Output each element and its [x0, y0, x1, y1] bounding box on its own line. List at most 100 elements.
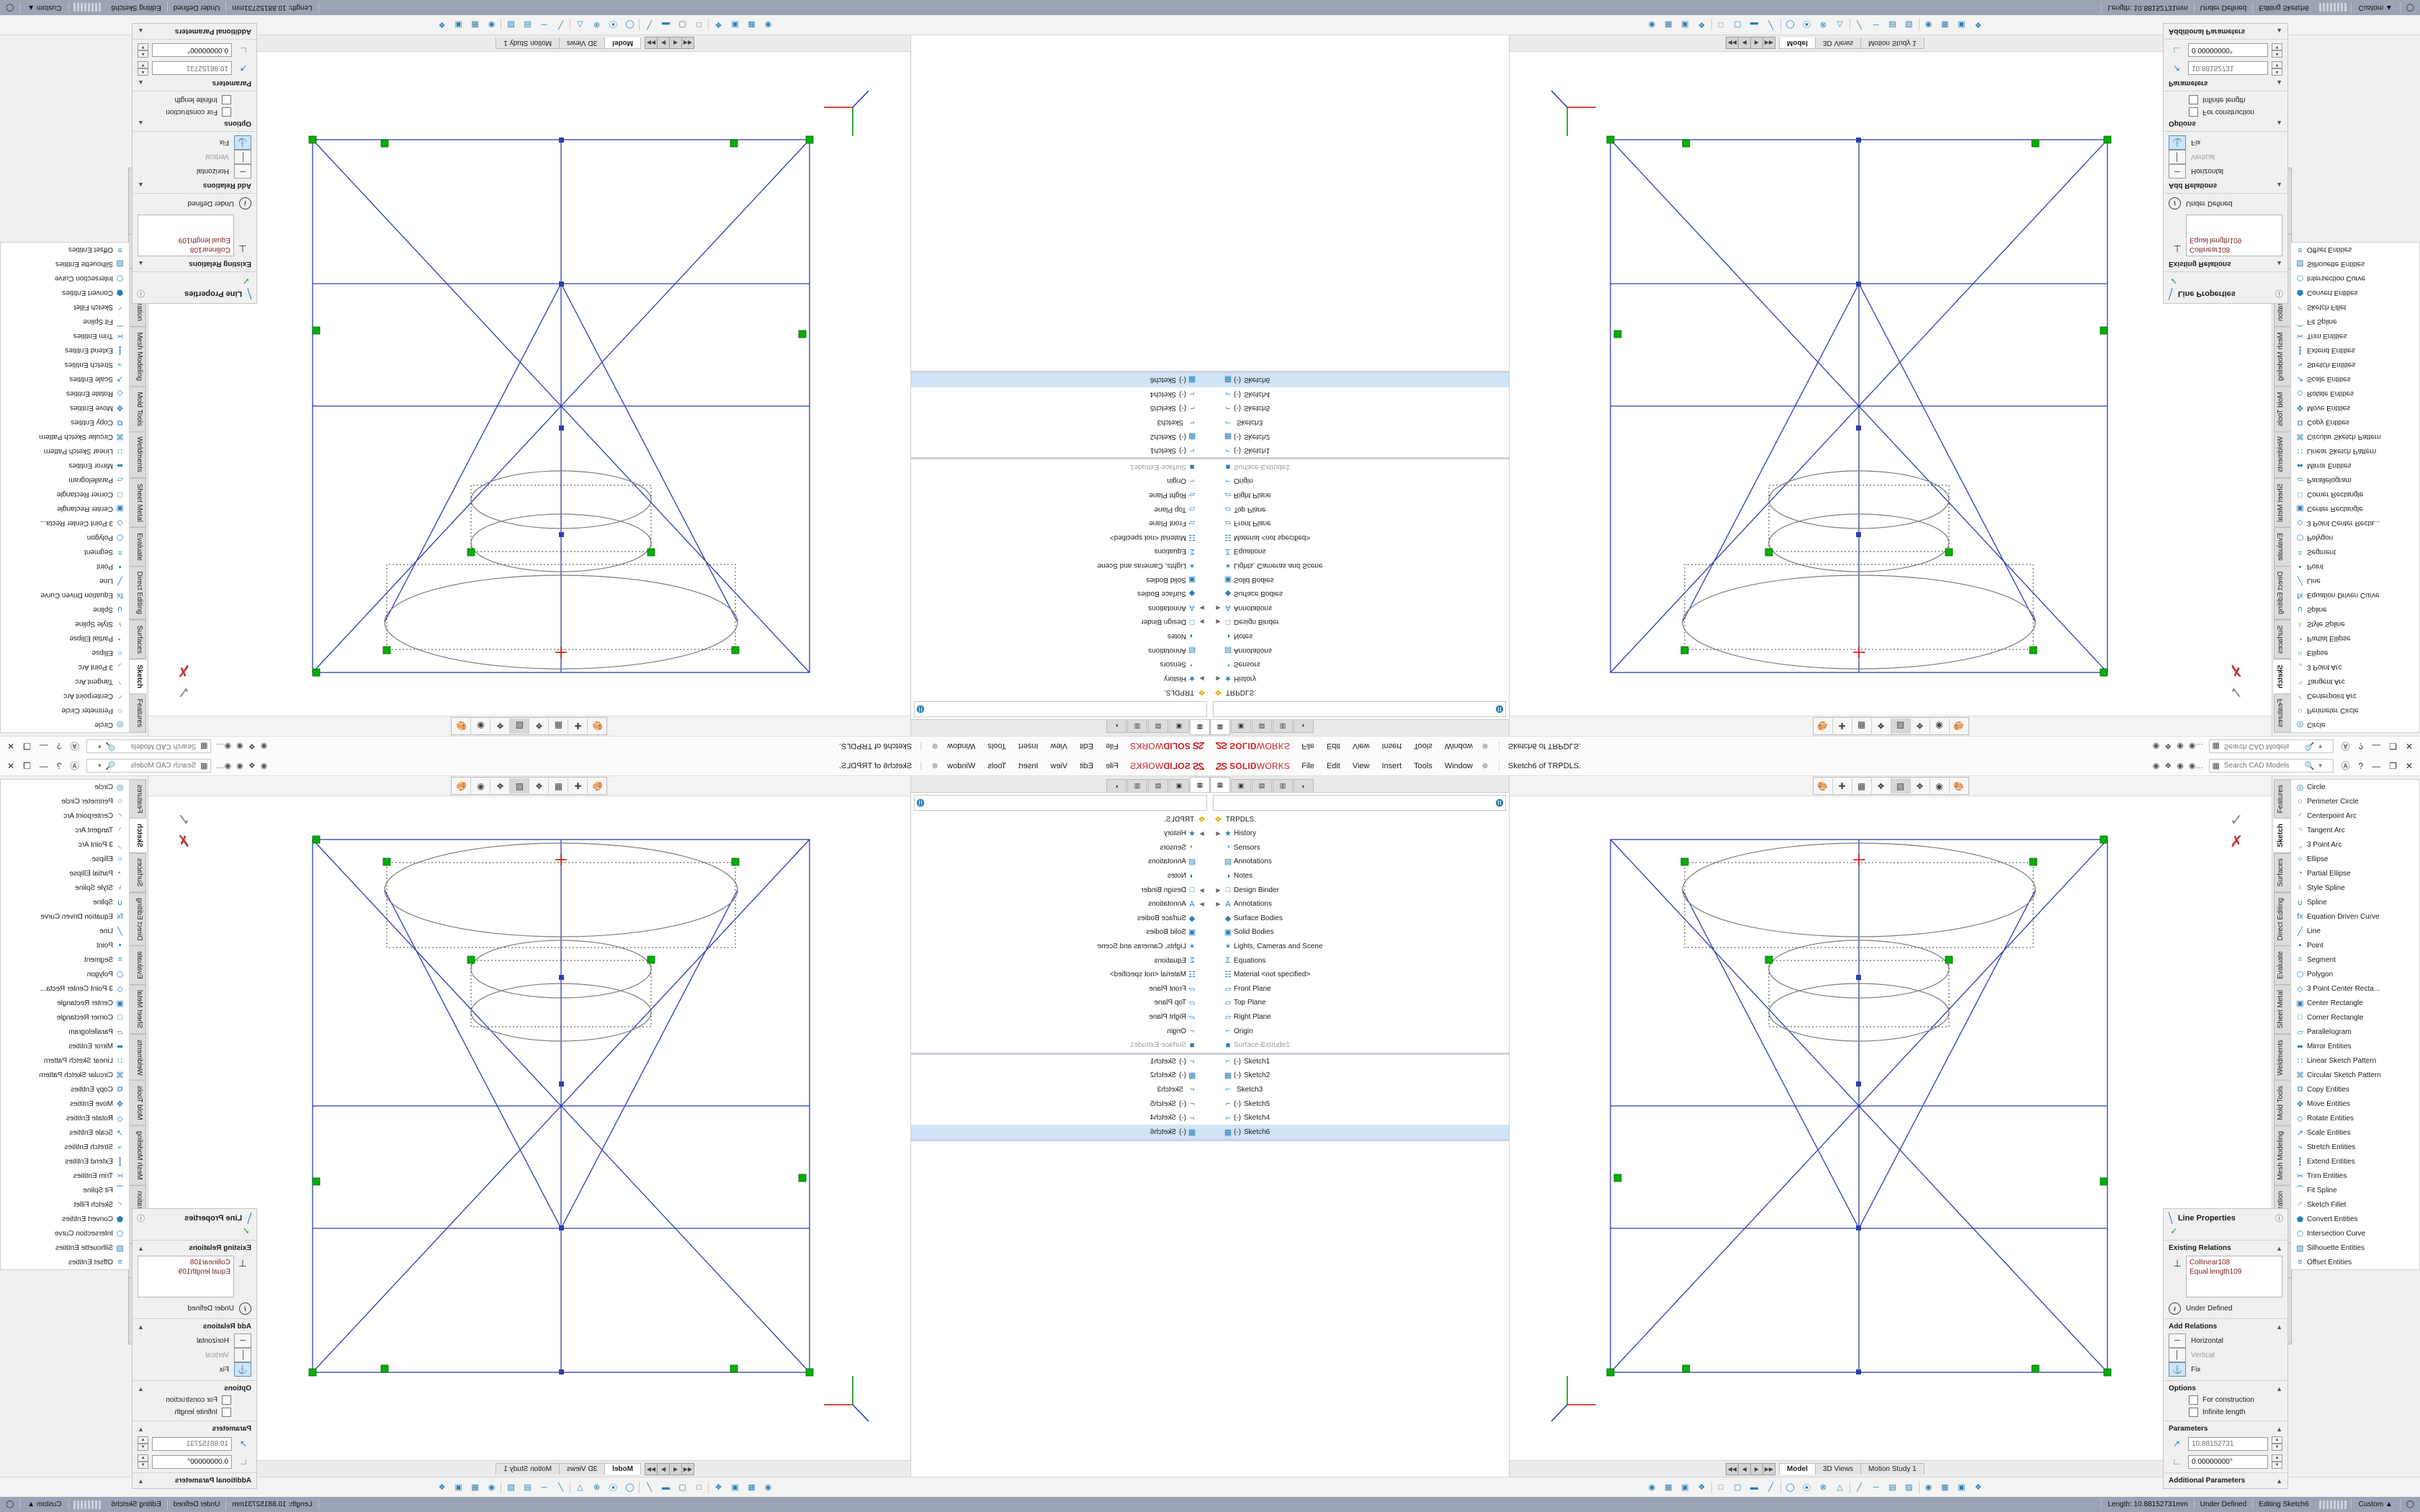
- sketch-tool-line[interactable]: ╱ Line: [1, 924, 129, 938]
- sketch-tool-icon-13[interactable]: ╱: [558, 1483, 563, 1492]
- tree-item[interactable]: ▶ ★ History: [911, 671, 1210, 685]
- sketch-tool-linear-sketch-pattern[interactable]: ∷ Linear Sketch Pattern: [2291, 444, 2419, 459]
- command-tab-sketch[interactable]: Sketch: [128, 818, 146, 854]
- sketch-tool-icon-4[interactable]: ❖: [1698, 20, 1706, 29]
- display-style-icon[interactable]: ▦: [548, 719, 568, 734]
- sketch-tool-centerpoint-arc[interactable]: ◜ Centerpoint Arc: [2291, 689, 2419, 703]
- command-tab-direct-editing[interactable]: Direct Editing: [2274, 565, 2292, 621]
- sketch-entities-flyout[interactable]: ◎ Circle ○ Perimeter Circle ◜ Centerpoint Arc…: [0, 242, 130, 733]
- tab-model[interactable]: Model: [604, 1463, 641, 1475]
- sketch-tool-icon-6[interactable]: ▢: [678, 1483, 686, 1492]
- tree-item-sketch[interactable]: ⌐ Sketch3: [1210, 415, 1509, 430]
- appearances-icon[interactable]: 🎨: [587, 719, 607, 734]
- sketch-tool-circular-sketch-pattern[interactable]: ⌘ Circular Sketch Pattern: [2291, 1068, 2419, 1082]
- sketch-tool-icon-2[interactable]: ▦: [748, 1483, 756, 1492]
- stepper-up-icon[interactable]: ▲: [2272, 1436, 2282, 1444]
- tree-item[interactable]: ⌐ Origin: [1210, 474, 1509, 488]
- sketch-tool-circular-sketch-pattern[interactable]: ⌘ Circular Sketch Pattern: [1, 430, 129, 444]
- sketch-tool-icon-17[interactable]: ◉: [488, 1483, 496, 1492]
- parameters-heading[interactable]: Parameters ▲: [138, 1425, 251, 1433]
- parameter-length-row[interactable]: ↗ 10.88152731 ▲ ▼: [138, 61, 251, 76]
- check-icon[interactable]: ✓: [242, 1225, 250, 1236]
- command-tab-direct-editing[interactable]: Direct Editing: [2274, 891, 2292, 947]
- tree-filter-input[interactable]: [926, 704, 1206, 714]
- quick-access-toolbar[interactable]: ◉ ❖ ◉ ◉…: [217, 761, 268, 770]
- length-stepper[interactable]: ▲ ▼: [138, 1436, 148, 1451]
- command-tab-mesh-modeling[interactable]: Mesh Modeling: [2274, 1125, 2292, 1186]
- sketch-tool-convert-entities[interactable]: ⬟ Convert Entities: [1, 286, 129, 300]
- dimxpert-tab[interactable]: ▥: [1273, 720, 1293, 733]
- menu-bar[interactable]: File Edit View Insert Tools Window: [946, 760, 1120, 772]
- filter-funnel-icon[interactable]: ⓫: [916, 704, 925, 713]
- sketch-tool-silhouette-entities[interactable]: ▧ Silhouette Entities: [1, 257, 129, 271]
- tree-item[interactable]: ▱ Right Plane: [1210, 1010, 1509, 1025]
- parameter-length-row[interactable]: ↗ 10.88152731 ▲ ▼: [138, 1436, 251, 1451]
- view-settings-icon[interactable]: ◉: [470, 778, 490, 793]
- chevron-up-icon[interactable]: ▲: [2276, 120, 2282, 127]
- tree-root-item[interactable]: ❖ TRPDLS.: [1210, 813, 1509, 826]
- tree-item-sketch[interactable]: ▦ (-) Sketch2: [911, 1068, 1210, 1083]
- sketch-tool-partial-ellipse[interactable]: ◔ Partial Ellipse: [1, 866, 129, 881]
- sketch-tool-3-point-center-recta[interactable]: ◇ 3 Point Center Recta...: [1, 516, 129, 531]
- shaded-icon[interactable]: ◯: [0, 2, 21, 13]
- command-tab-features[interactable]: Features: [128, 779, 146, 819]
- menu-item-file[interactable]: File: [1301, 761, 1314, 770]
- sketch-tool-icon-9[interactable]: ◯: [1785, 20, 1795, 29]
- stepper-up-icon[interactable]: ▲: [2272, 1454, 2282, 1462]
- first-tab-icon[interactable]: ◀◀: [1726, 37, 1739, 50]
- sketch-entities-flyout[interactable]: ◎ Circle ○ Perimeter Circle ◜ Centerpoint Arc…: [0, 779, 130, 1270]
- sketch-tool-copy-entities[interactable]: ⧉ Copy Entities: [2291, 1082, 2419, 1097]
- tree-item-sketch[interactable]: ▦ (-) Sketch6: [911, 1125, 1210, 1140]
- sketch-tool-3-point-arc[interactable]: ◞ 3 Point Arc: [2291, 660, 2419, 675]
- sketch-tool-icon-8[interactable]: ╱: [1768, 1483, 1773, 1492]
- dimxpert-tab[interactable]: ▥: [1273, 779, 1293, 792]
- sketch-tool-perimeter-circle[interactable]: ○ Perimeter Circle: [2291, 794, 2419, 809]
- sketch-tool-equation-driven-curve[interactable]: fx Equation Driven Curve: [1, 909, 129, 924]
- relation-horizontal-button[interactable]: ─ Horizontal: [138, 164, 251, 179]
- sketch-tool-icon-6[interactable]: ▢: [678, 20, 686, 29]
- sketch-tool-ellipse[interactable]: ○ Ellipse: [2291, 852, 2419, 866]
- sketch-tool-convert-entities[interactable]: ⬟ Convert Entities: [2291, 1212, 2419, 1226]
- tree-item[interactable]: ☷ Material <not specified>: [911, 530, 1210, 544]
- configuration-manager-tab[interactable]: ▤: [1148, 779, 1168, 792]
- tree-item[interactable]: ✶ Lights, Cameras and Scene: [1210, 559, 1509, 573]
- sketch-tool-center-rectangle[interactable]: ▣ Center Rectangle: [1, 502, 129, 516]
- menu-item-insert[interactable]: Insert: [1381, 761, 1402, 770]
- menu-item-view[interactable]: View: [1050, 761, 1068, 770]
- chevron-right-icon[interactable]: ▶: [1199, 886, 1204, 894]
- restore-button[interactable]: ❐: [2389, 741, 2397, 752]
- sketch-tool-mirror-entities[interactable]: ⬌ Mirror Entities: [1, 459, 129, 473]
- sketch-tool-partial-ellipse[interactable]: ◔ Partial Ellipse: [1, 631, 129, 646]
- check-icon[interactable]: ✓: [2170, 1225, 2178, 1236]
- sketch-tool-icon-14[interactable]: ─: [1873, 20, 1879, 30]
- tree-item[interactable]: ◔ Sensors: [1210, 657, 1509, 672]
- status-custom-units[interactable]: Custom ▲: [20, 2, 70, 13]
- chevron-up-icon[interactable]: ▲: [2385, 1500, 2393, 1508]
- configuration-manager-tab[interactable]: ▤: [1252, 720, 1272, 733]
- command-tab-weldments[interactable]: Weldments: [128, 1033, 146, 1081]
- chevron-up-icon[interactable]: ▲: [138, 79, 144, 87]
- sketch-tool-intersection-curve[interactable]: ⬠ Intersection Curve: [1, 271, 129, 286]
- view-orientation-icon[interactable]: ✚: [1833, 778, 1852, 793]
- chevron-up-icon[interactable]: ▲: [138, 1477, 144, 1485]
- new-doc-icon[interactable]: ◉: [2152, 762, 2160, 770]
- status-custom-units[interactable]: Custom ▲: [20, 1499, 70, 1510]
- view-orientation-icon[interactable]: ✚: [568, 719, 588, 734]
- last-tab-icon[interactable]: ▶▶: [1762, 37, 1775, 50]
- sketch-tool-segment[interactable]: ⌗ Segment: [1, 953, 129, 967]
- chevron-right-icon[interactable]: ▶: [1216, 886, 1221, 894]
- sketch-tool-sketch-fillet[interactable]: ◜ Sketch Fillet: [2291, 300, 2419, 315]
- open-doc-icon[interactable]: ❖: [248, 742, 256, 750]
- sketch-tool-scale-entities[interactable]: ↗ Scale Entities: [2291, 1125, 2419, 1140]
- command-tab-mold-tools[interactable]: Mold Tools: [128, 386, 146, 432]
- tree-item[interactable]: ☷ Material <not specified>: [1210, 968, 1509, 982]
- sketch-tool-tangent-arc[interactable]: ◝ Tangent Arc: [1, 675, 129, 689]
- tree-item-sketch[interactable]: ⌐ (-) Sketch4: [911, 1111, 1210, 1125]
- tab-3d-views[interactable]: 3D Views: [1814, 1463, 1861, 1475]
- angle-input[interactable]: 0.00000000°: [152, 43, 232, 58]
- menu-item-file[interactable]: File: [1106, 742, 1119, 751]
- sketch-tool-center-rectangle[interactable]: ▣ Center Rectangle: [2291, 502, 2419, 516]
- chevron-down-icon[interactable]: ▼: [2317, 743, 2323, 750]
- stepper-down-icon[interactable]: ▼: [138, 61, 148, 68]
- existing-relations-heading[interactable]: Existing Relations ▲: [138, 1244, 251, 1252]
